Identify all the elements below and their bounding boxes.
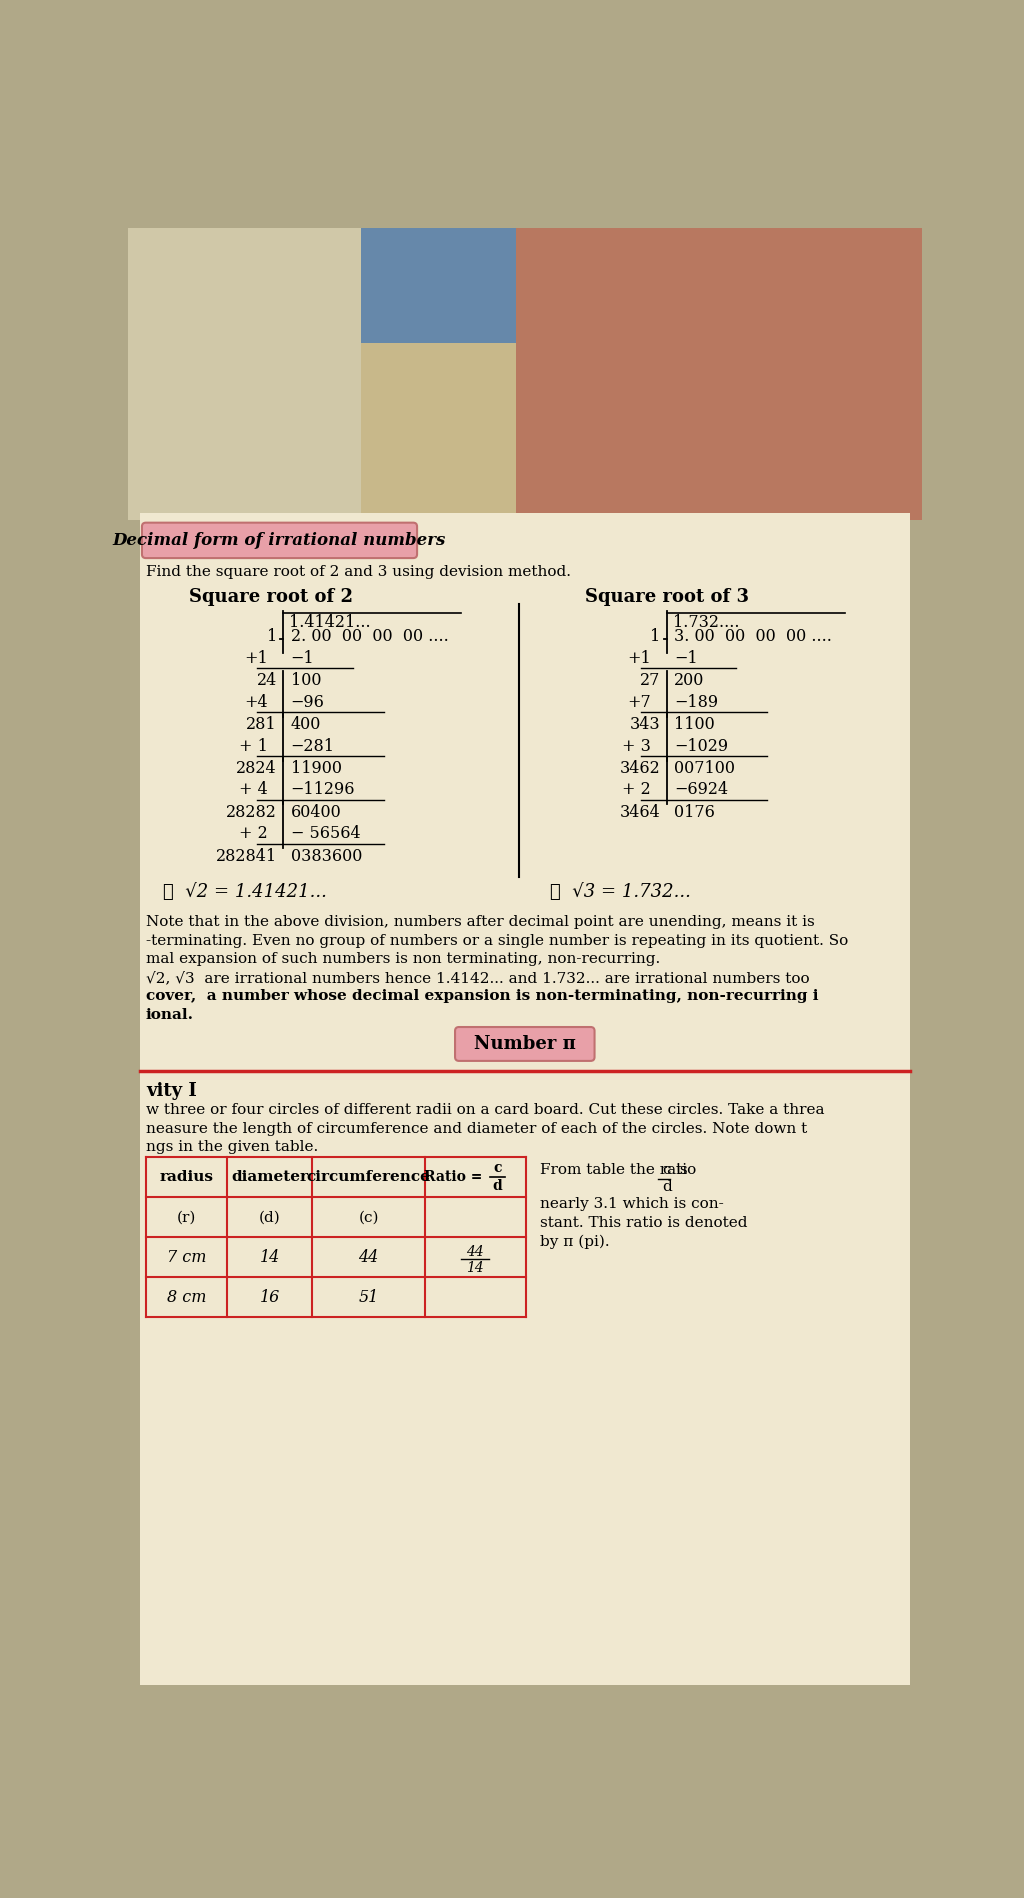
- Text: diameter: diameter: [231, 1171, 308, 1184]
- Text: 8 cm: 8 cm: [167, 1289, 206, 1306]
- FancyBboxPatch shape: [139, 512, 910, 1685]
- Text: stant. This ratio is denoted: stant. This ratio is denoted: [540, 1217, 748, 1230]
- Text: c: c: [662, 1163, 671, 1177]
- Text: ional.: ional.: [145, 1008, 194, 1021]
- Text: −1: −1: [291, 649, 314, 666]
- Text: Find the square root of 2 and 3 using devision method.: Find the square root of 2 and 3 using de…: [145, 566, 570, 579]
- Text: mal expansion of such numbers is non terminating, non-recurring.: mal expansion of such numbers is non ter…: [145, 953, 660, 966]
- Polygon shape: [515, 228, 922, 520]
- Text: +7: +7: [628, 693, 651, 710]
- Text: 60400: 60400: [291, 803, 341, 820]
- Text: + 1: + 1: [239, 738, 267, 755]
- FancyBboxPatch shape: [455, 1027, 595, 1061]
- Text: 0383600: 0383600: [291, 848, 362, 865]
- Text: 100: 100: [291, 672, 322, 689]
- Text: 11900: 11900: [291, 759, 342, 776]
- Text: −6924: −6924: [675, 782, 728, 799]
- Text: −1: −1: [675, 649, 698, 666]
- Text: radius: radius: [160, 1171, 214, 1184]
- Text: 27: 27: [640, 672, 660, 689]
- Text: + 2: + 2: [239, 826, 267, 843]
- Text: 14: 14: [260, 1249, 280, 1266]
- Text: w three or four circles of different radii on a card board. Cut these circles. T: w three or four circles of different rad…: [145, 1103, 824, 1118]
- Text: 3462: 3462: [620, 759, 660, 776]
- Text: ngs in the given table.: ngs in the given table.: [145, 1141, 318, 1154]
- Text: 2. 00  00  00  00 ....: 2. 00 00 00 00 ....: [291, 628, 449, 645]
- Text: circumference: circumference: [307, 1171, 430, 1184]
- Text: 16: 16: [260, 1289, 280, 1306]
- Text: −11296: −11296: [291, 782, 355, 799]
- Text: + 3: + 3: [623, 738, 651, 755]
- Text: 0176: 0176: [675, 803, 715, 820]
- FancyBboxPatch shape: [142, 522, 417, 558]
- Text: 281: 281: [246, 716, 276, 733]
- Text: d: d: [662, 1181, 672, 1194]
- Text: −1029: −1029: [675, 738, 728, 755]
- Text: −189: −189: [675, 693, 719, 710]
- Text: 1: 1: [266, 628, 276, 645]
- Text: +1: +1: [244, 649, 267, 666]
- Text: Note that in the above division, numbers after decimal point are unending, means: Note that in the above division, numbers…: [145, 915, 814, 930]
- Text: 400: 400: [291, 716, 322, 733]
- Text: 14: 14: [466, 1260, 484, 1275]
- Text: + 2: + 2: [623, 782, 651, 799]
- Text: 343: 343: [630, 716, 660, 733]
- Text: 1.41421...: 1.41421...: [289, 615, 371, 632]
- Text: 24: 24: [257, 672, 276, 689]
- Text: 200: 200: [675, 672, 705, 689]
- Text: c: c: [494, 1162, 502, 1175]
- Text: 28282: 28282: [226, 803, 276, 820]
- Text: d: d: [493, 1179, 502, 1194]
- Text: 51: 51: [358, 1289, 379, 1306]
- Polygon shape: [128, 228, 922, 381]
- Text: Ratio =: Ratio =: [424, 1171, 482, 1184]
- Text: Square root of 2: Square root of 2: [189, 588, 353, 605]
- Text: ∴  √3 = 1.732...: ∴ √3 = 1.732...: [550, 883, 691, 902]
- Text: 7 cm: 7 cm: [167, 1249, 206, 1266]
- Text: neasure the length of circumference and diameter of each of the circles. Note do: neasure the length of circumference and …: [145, 1122, 807, 1135]
- Text: − 56564: − 56564: [291, 826, 360, 843]
- Text: vity I: vity I: [145, 1082, 197, 1099]
- Text: ∴  √2 = 1.41421...: ∴ √2 = 1.41421...: [163, 883, 327, 902]
- Text: -terminating. Even no group of numbers or a single number is repeating in its qu: -terminating. Even no group of numbers o…: [145, 934, 848, 947]
- Text: −96: −96: [291, 693, 325, 710]
- Text: √2, √3  are irrational numbers hence 1.4142... and 1.732... are irrational numbe: √2, √3 are irrational numbers hence 1.41…: [145, 970, 809, 985]
- Text: + 4: + 4: [239, 782, 267, 799]
- Text: 44: 44: [466, 1245, 484, 1258]
- Text: nearly 3.1 which is con-: nearly 3.1 which is con-: [540, 1198, 723, 1211]
- Text: (d): (d): [259, 1211, 281, 1224]
- Text: +4: +4: [244, 693, 267, 710]
- Text: 1100: 1100: [675, 716, 715, 733]
- Text: 2824: 2824: [237, 759, 276, 776]
- Text: Decimal form of irrational numbers: Decimal form of irrational numbers: [113, 531, 446, 549]
- Text: Square root of 3: Square root of 3: [585, 588, 749, 605]
- Text: +1: +1: [628, 649, 651, 666]
- Text: Number π: Number π: [474, 1034, 575, 1053]
- Text: −281: −281: [291, 738, 335, 755]
- Text: 282841: 282841: [216, 848, 276, 865]
- Text: From table the ratio: From table the ratio: [540, 1163, 695, 1177]
- Text: (c): (c): [358, 1211, 379, 1224]
- Text: 3464: 3464: [620, 803, 660, 820]
- Text: 007100: 007100: [675, 759, 735, 776]
- Text: 44: 44: [358, 1249, 379, 1266]
- Text: 3. 00  00  00  00 ....: 3. 00 00 00 00 ....: [675, 628, 833, 645]
- Text: (r): (r): [177, 1211, 197, 1224]
- Text: 1: 1: [650, 628, 660, 645]
- Text: by π (pi).: by π (pi).: [540, 1234, 609, 1249]
- Text: 1.732....: 1.732....: [673, 615, 739, 632]
- Text: cover,  a number whose decimal expansion is non-terminating, non-recurring i: cover, a number whose decimal expansion …: [145, 989, 818, 1004]
- Text: is: is: [675, 1163, 688, 1177]
- Polygon shape: [128, 344, 922, 520]
- Polygon shape: [128, 228, 360, 520]
